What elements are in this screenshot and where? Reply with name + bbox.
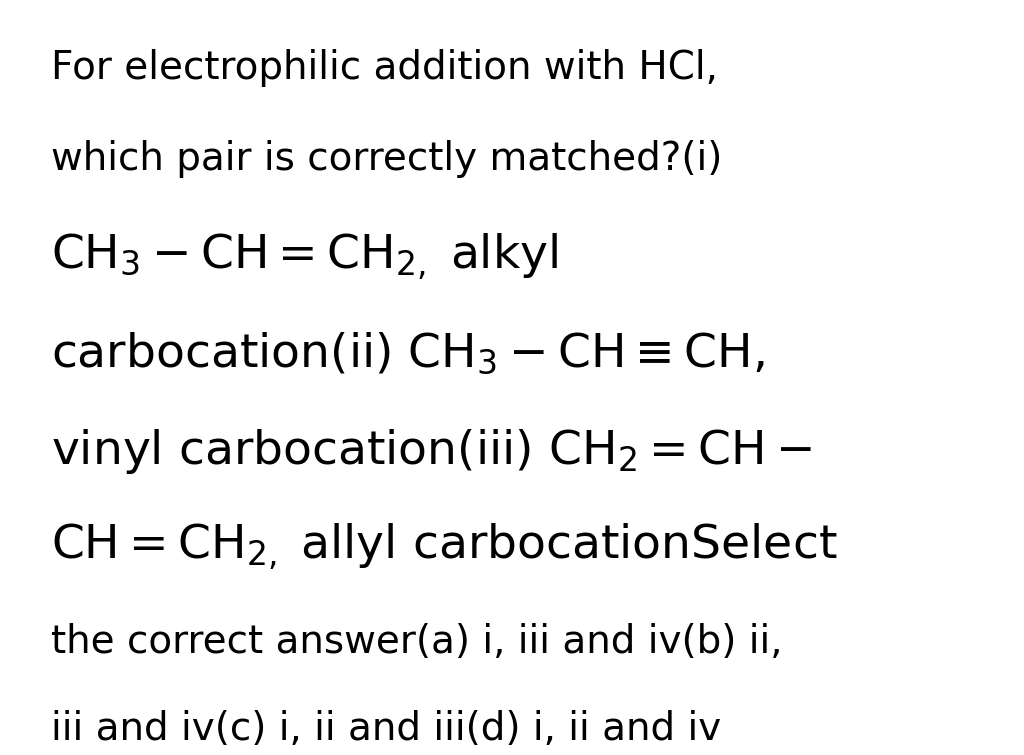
Text: $\mathregular{CH_3 - CH = CH_{2,}}$ alkyl: $\mathregular{CH_3 - CH = CH_{2,}}$ alky… <box>51 230 558 282</box>
Text: For electrophilic addition with HCl,: For electrophilic addition with HCl, <box>51 49 718 88</box>
Text: vinyl carbocation(iii) $\mathregular{CH_2 = CH -}$: vinyl carbocation(iii) $\mathregular{CH_… <box>51 427 812 476</box>
Text: carbocation(ii) $\mathregular{CH_3 - CH \equiv CH,}$: carbocation(ii) $\mathregular{CH_3 - CH … <box>51 331 765 376</box>
Text: iii and iv(c) i, ii and iii(d) i, ii and iv: iii and iv(c) i, ii and iii(d) i, ii and… <box>51 710 722 748</box>
Text: $\mathregular{CH = CH_{2,}}$ allyl carbocationSelect: $\mathregular{CH = CH_{2,}}$ allyl carbo… <box>51 521 838 572</box>
Text: which pair is correctly matched?(i): which pair is correctly matched?(i) <box>51 140 723 178</box>
Text: the correct answer(a) i, iii and iv(b) ii,: the correct answer(a) i, iii and iv(b) i… <box>51 623 782 661</box>
